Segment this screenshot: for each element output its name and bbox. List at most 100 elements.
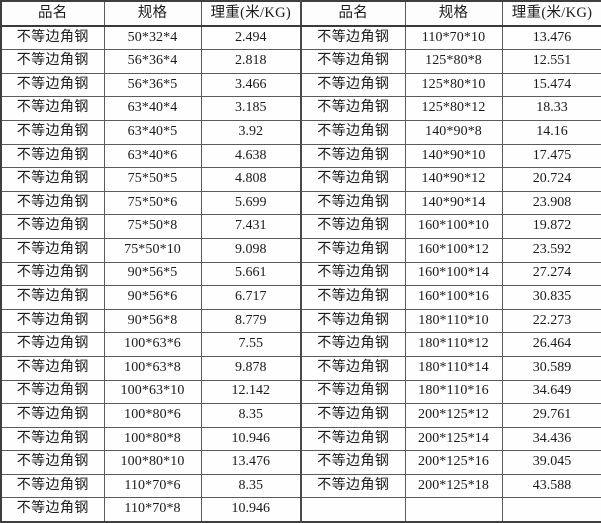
- cell-specification-left: 56*36*4: [103, 49, 202, 74]
- cell-product-name-right: 不等边角钢: [300, 96, 406, 121]
- cell-specification-left: 100*80*8: [103, 426, 202, 452]
- cell-unit-weight-left: 3.185: [200, 96, 302, 121]
- cell-unit-weight-right: 26.464: [501, 332, 601, 357]
- cell-unit-weight-right: 23.908: [501, 190, 601, 216]
- cell-product-name-left: 不等边角钢: [0, 355, 105, 381]
- cell-specification-left: 63*40*4: [103, 96, 202, 121]
- cell-unit-weight-left: 2.818: [200, 49, 302, 74]
- table-row: 不等边角钢 100*63*6 7.55 不等边角钢 180*110*12 26.464: [0, 332, 601, 357]
- cell-unit-weight-right: 17.475: [501, 143, 601, 169]
- cell-specification-left: 75*50*5: [103, 167, 202, 192]
- cell-specification-right: 200*125*14: [404, 426, 503, 452]
- table-row: 不等边角钢 100*80*8 10.946 不等边角钢 200*125*14 34.436: [0, 426, 601, 452]
- cell-specification-right: 160*100*10: [404, 214, 503, 239]
- cell-specification-left: 63*40*5: [103, 119, 202, 145]
- cell-specification-left: 50*32*4: [103, 25, 202, 51]
- cell-specification-left: 100*63*8: [103, 355, 202, 381]
- table-row: 不等边角钢 110*70*8 10.946: [0, 497, 601, 523]
- cell-specification-right: 180*110*12: [404, 332, 503, 357]
- cell-unit-weight-left: 4.808: [200, 167, 302, 192]
- cell-specification-right: 160*100*12: [404, 237, 503, 263]
- cell-product-name-left: 不等边角钢: [0, 237, 105, 263]
- table-row: 不等边角钢 75*50*5 4.808 不等边角钢 140*90*12 20.724: [0, 167, 601, 192]
- cell-product-name-right: 不等边角钢: [300, 308, 406, 334]
- cell-unit-weight-left: 8.35: [200, 403, 302, 428]
- cell-specification-right: 140*90*10: [404, 143, 503, 169]
- header-row: 品名 规格 理重(米/KG) 品名 规格 理重(米/KG): [0, 0, 601, 27]
- cell-product-name-right: 不等边角钢: [300, 167, 406, 192]
- cell-specification-right: 180*110*16: [404, 379, 503, 405]
- cell-unit-weight-right: 13.476: [501, 25, 601, 51]
- table-row: 不等边角钢 100*63*10 12.142 不等边角钢 180*110*16 34.64…: [0, 379, 601, 405]
- cell-unit-weight-right: 15.474: [501, 72, 601, 98]
- cell-specification-left: 100*80*6: [103, 403, 202, 428]
- column-header-specification-right: 规格: [404, 0, 503, 27]
- cell-unit-weight-left: 3.92: [200, 119, 302, 145]
- cell-unit-weight-left: 5.699: [200, 190, 302, 216]
- cell-product-name-left: 不等边角钢: [0, 332, 105, 357]
- cell-specification-right: 125*80*12: [404, 96, 503, 121]
- cell-specification-right: 110*70*10: [404, 25, 503, 51]
- cell-unit-weight-left: 5.661: [200, 261, 302, 287]
- cell-product-name-left: 不等边角钢: [0, 308, 105, 334]
- table-row: 不等边角钢 63*40*6 4.638 不等边角钢 140*90*10 17.475: [0, 143, 601, 169]
- cell-product-name-left: 不等边角钢: [0, 167, 105, 192]
- cell-product-name-left: 不等边角钢: [0, 190, 105, 216]
- cell-unit-weight-left: 10.946: [200, 497, 302, 523]
- cell-unit-weight-right: 27.274: [501, 261, 601, 287]
- table-row: 不等边角钢 110*70*6 8.35 不等边角钢 200*125*18 43.588: [0, 473, 601, 499]
- cell-unit-weight-right: 20.724: [501, 167, 601, 192]
- cell-product-name-left: 不等边角钢: [0, 25, 105, 51]
- cell-product-name-left: 不等边角钢: [0, 497, 105, 523]
- cell-product-name-left: 不等边角钢: [0, 143, 105, 169]
- cell-unit-weight-left: 3.466: [200, 72, 302, 98]
- cell-unit-weight-right: 34.436: [501, 426, 601, 452]
- cell-unit-weight-right: 39.045: [501, 450, 601, 475]
- cell-product-name-left: 不等边角钢: [0, 285, 105, 310]
- cell-product-name-left: 不等边角钢: [0, 450, 105, 475]
- cell-product-name-right: [300, 497, 406, 523]
- cell-unit-weight-right: 29.761: [501, 403, 601, 428]
- table-row: 不等边角钢 63*40*4 3.185 不等边角钢 125*80*12 18.33: [0, 96, 601, 121]
- cell-unit-weight-left: 10.946: [200, 426, 302, 452]
- cell-unit-weight-left: 7.55: [200, 332, 302, 357]
- column-header-unit-weight-right: 理重(米/KG): [501, 0, 601, 27]
- cell-specification-left: 63*40*6: [103, 143, 202, 169]
- cell-unit-weight-left: 2.494: [200, 25, 302, 51]
- cell-unit-weight-left: 9.098: [200, 237, 302, 263]
- cell-specification-left: 90*56*5: [103, 261, 202, 287]
- table-row: 不等边角钢 100*80*10 13.476 不等边角钢 200*125*16 39.04…: [0, 450, 601, 475]
- cell-specification-left: 75*50*6: [103, 190, 202, 216]
- cell-unit-weight-right: 22.273: [501, 308, 601, 334]
- cell-unit-weight-left: 8.779: [200, 308, 302, 334]
- column-header-product-name-left: 品名: [0, 0, 105, 27]
- cell-unit-weight-right: 30.589: [501, 355, 601, 381]
- cell-product-name-right: 不等边角钢: [300, 49, 406, 74]
- table-row: 不等边角钢 75*50*10 9.098 不等边角钢 160*100*12 23.592: [0, 237, 601, 263]
- table-row: 不等边角钢 100*63*8 9.878 不等边角钢 180*110*14 30.589: [0, 355, 601, 381]
- cell-product-name-right: 不等边角钢: [300, 450, 406, 475]
- table-row: 不等边角钢 75*50*6 5.699 不等边角钢 140*90*14 23.908: [0, 190, 601, 216]
- cell-unit-weight-left: 4.638: [200, 143, 302, 169]
- cell-product-name-left: 不等边角钢: [0, 49, 105, 74]
- cell-unit-weight-left: 8.35: [200, 473, 302, 499]
- cell-specification-left: 110*70*6: [103, 473, 202, 499]
- cell-unit-weight-right: 34.649: [501, 379, 601, 405]
- cell-specification-left: 100*63*6: [103, 332, 202, 357]
- cell-specification-right: 160*100*14: [404, 261, 503, 287]
- cell-product-name-left: 不等边角钢: [0, 261, 105, 287]
- cell-specification-left: 75*50*10: [103, 237, 202, 263]
- cell-specification-left: 100*80*10: [103, 450, 202, 475]
- cell-specification-right: 160*100*16: [404, 285, 503, 310]
- cell-product-name-left: 不等边角钢: [0, 473, 105, 499]
- cell-product-name-left: 不等边角钢: [0, 403, 105, 428]
- table-row: 不等边角钢 63*40*5 3.92 不等边角钢 140*90*8 14.16: [0, 119, 601, 145]
- table-body: 不等边角钢 50*32*4 2.494 不等边角钢 110*70*10 13.476 不等边…: [0, 25, 601, 523]
- cell-unit-weight-right: 14.16: [501, 119, 601, 145]
- cell-specification-right: 180*110*10: [404, 308, 503, 334]
- table-row: 不等边角钢 90*56*6 6.717 不等边角钢 160*100*16 30.835: [0, 285, 601, 310]
- table-header: 品名 规格 理重(米/KG) 品名 规格 理重(米/KG): [0, 0, 601, 27]
- table-row: 不等边角钢 75*50*8 7.431 不等边角钢 160*100*10 19.872: [0, 214, 601, 239]
- cell-specification-left: 90*56*8: [103, 308, 202, 334]
